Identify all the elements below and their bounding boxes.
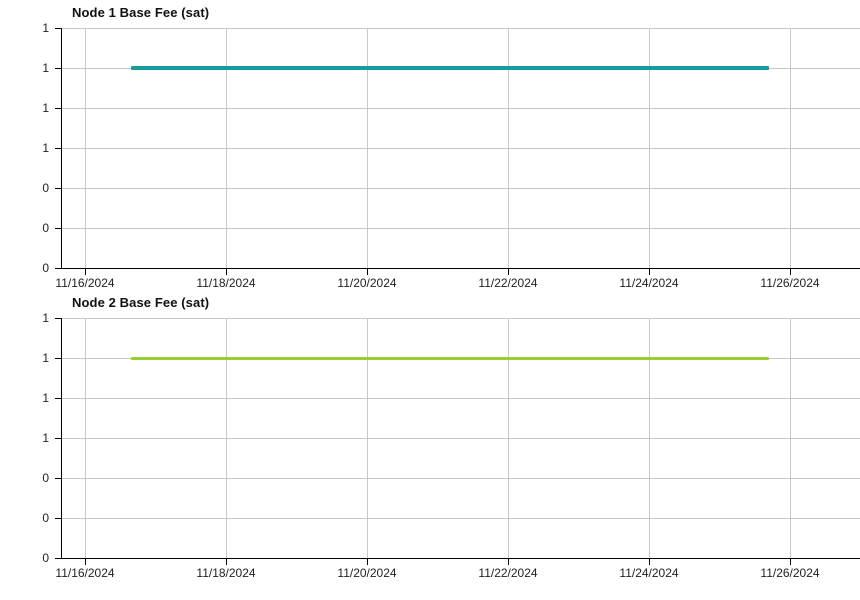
plot-area	[61, 28, 860, 269]
y-axis-tick	[55, 268, 61, 269]
y-axis-tick	[55, 478, 61, 479]
y-axis-label: 1	[42, 101, 49, 115]
gridline-vertical	[226, 318, 227, 558]
x-axis-label: 11/26/2024	[760, 566, 820, 580]
gridline-horizontal	[61, 148, 860, 149]
gridline-horizontal	[61, 478, 860, 479]
x-axis-label: 11/24/2024	[619, 566, 679, 580]
x-axis-label: 11/16/2024	[55, 276, 115, 290]
y-axis-label: 1	[42, 391, 49, 405]
x-axis-tick	[85, 269, 86, 275]
gridline-vertical	[85, 28, 86, 268]
chart-panel-node-1: Node 1 Base Fee (sat) 1 1 1 1 0 0 0 11/16/2024…	[0, 0, 860, 290]
x-axis-tick	[508, 269, 509, 275]
gridline-vertical	[790, 28, 791, 268]
y-axis-tick	[55, 438, 61, 439]
gridline-vertical	[226, 28, 227, 268]
x-axis-tick	[790, 559, 791, 565]
x-axis-label: 11/18/2024	[196, 276, 256, 290]
gridline-vertical	[649, 28, 650, 268]
y-axis-label: 1	[42, 21, 49, 35]
y-axis-label: 0	[42, 551, 49, 565]
gridline-horizontal	[61, 438, 860, 439]
chart-title: Node 1 Base Fee (sat)	[72, 5, 210, 20]
y-axis-label: 1	[42, 431, 49, 445]
y-axis-tick	[55, 398, 61, 399]
y-axis-tick	[55, 68, 61, 69]
gridline-vertical	[508, 318, 509, 558]
x-axis-tick	[649, 269, 650, 275]
y-axis-tick	[55, 188, 61, 189]
x-axis-tick	[790, 269, 791, 275]
y-axis-tick	[55, 518, 61, 519]
x-axis-tick	[226, 559, 227, 565]
series-line	[131, 66, 769, 70]
gridline-vertical	[367, 28, 368, 268]
y-axis-label: 0	[42, 261, 49, 275]
gridline-horizontal	[61, 518, 860, 519]
y-axis-tick	[55, 318, 61, 319]
x-axis-label: 11/26/2024	[760, 276, 820, 290]
x-axis-tick	[367, 559, 368, 565]
x-axis-line	[61, 268, 860, 269]
gridline-vertical	[508, 28, 509, 268]
x-axis-label: 11/22/2024	[478, 276, 538, 290]
y-axis-label: 0	[42, 221, 49, 235]
y-axis-tick	[55, 28, 61, 29]
y-axis-label: 0	[42, 511, 49, 525]
gridline-horizontal	[61, 398, 860, 399]
x-axis-label: 11/22/2024	[478, 566, 538, 580]
y-axis-label: 1	[42, 311, 49, 325]
x-axis-tick	[649, 559, 650, 565]
x-axis-tick	[85, 559, 86, 565]
gridline-horizontal	[61, 108, 860, 109]
series-line	[131, 357, 769, 360]
x-axis-tick	[508, 559, 509, 565]
gridline-horizontal	[61, 28, 860, 29]
chart-panel-node-2: Node 2 Base Fee (sat) 1 1 1 1 0 0 0 11/16/2024…	[0, 290, 860, 590]
y-axis-tick	[55, 228, 61, 229]
gridline-horizontal	[61, 318, 860, 319]
y-axis-tick	[55, 358, 61, 359]
y-axis-label: 1	[42, 141, 49, 155]
x-axis-line	[61, 558, 860, 559]
chart-title: Node 2 Base Fee (sat)	[72, 295, 210, 310]
plot-area	[61, 318, 860, 559]
gridline-vertical	[649, 318, 650, 558]
x-axis-tick	[226, 269, 227, 275]
x-axis-label: 11/24/2024	[619, 276, 679, 290]
y-axis-label: 1	[42, 351, 49, 365]
gridline-vertical	[367, 318, 368, 558]
gridline-vertical	[790, 318, 791, 558]
y-axis-label: 0	[42, 181, 49, 195]
x-axis-label: 11/16/2024	[55, 566, 115, 580]
gridline-horizontal	[61, 228, 860, 229]
gridline-vertical	[85, 318, 86, 558]
y-axis-label: 1	[42, 61, 49, 75]
y-axis-line	[61, 318, 62, 559]
y-axis-tick	[55, 148, 61, 149]
x-axis-label: 11/18/2024	[196, 566, 256, 580]
x-axis-tick	[367, 269, 368, 275]
y-axis-line	[61, 28, 62, 269]
gridline-horizontal	[61, 188, 860, 189]
y-axis-label: 0	[42, 471, 49, 485]
y-axis-tick	[55, 558, 61, 559]
y-axis-tick	[55, 108, 61, 109]
x-axis-label: 11/20/2024	[337, 276, 397, 290]
x-axis-label: 11/20/2024	[337, 566, 397, 580]
